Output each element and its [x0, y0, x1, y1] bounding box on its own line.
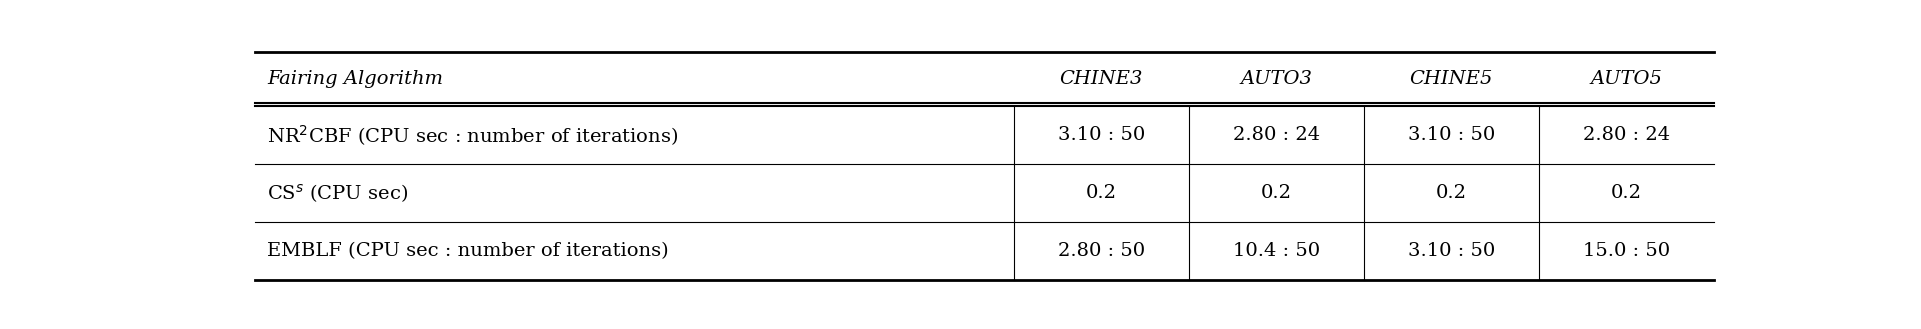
Text: 0.2: 0.2: [1260, 184, 1291, 202]
Text: CHINE5: CHINE5: [1410, 70, 1493, 88]
Text: 3.10 : 50: 3.10 : 50: [1408, 242, 1495, 260]
Text: 2.80 : 50: 2.80 : 50: [1058, 242, 1145, 260]
Text: CS$^s$ (CPU sec): CS$^s$ (CPU sec): [267, 182, 407, 205]
Text: 0.2: 0.2: [1612, 184, 1642, 202]
Text: 3.10 : 50: 3.10 : 50: [1058, 126, 1145, 144]
Text: 10.4 : 50: 10.4 : 50: [1233, 242, 1320, 260]
Text: 2.80 : 24: 2.80 : 24: [1233, 126, 1320, 144]
Text: AUTO3: AUTO3: [1241, 70, 1312, 88]
Text: 2.80 : 24: 2.80 : 24: [1583, 126, 1669, 144]
Text: 15.0 : 50: 15.0 : 50: [1583, 242, 1669, 260]
Text: NR$^2$CBF (CPU sec : number of iterations): NR$^2$CBF (CPU sec : number of iteration…: [267, 123, 678, 148]
Text: AUTO5: AUTO5: [1591, 70, 1662, 88]
Text: 0.2: 0.2: [1435, 184, 1468, 202]
Text: Fairing Algorithm: Fairing Algorithm: [267, 70, 444, 88]
Text: 0.2: 0.2: [1085, 184, 1116, 202]
Text: EMBLF (CPU sec : number of iterations): EMBLF (CPU sec : number of iterations): [267, 242, 669, 260]
Text: CHINE3: CHINE3: [1060, 70, 1143, 88]
Text: 3.10 : 50: 3.10 : 50: [1408, 126, 1495, 144]
